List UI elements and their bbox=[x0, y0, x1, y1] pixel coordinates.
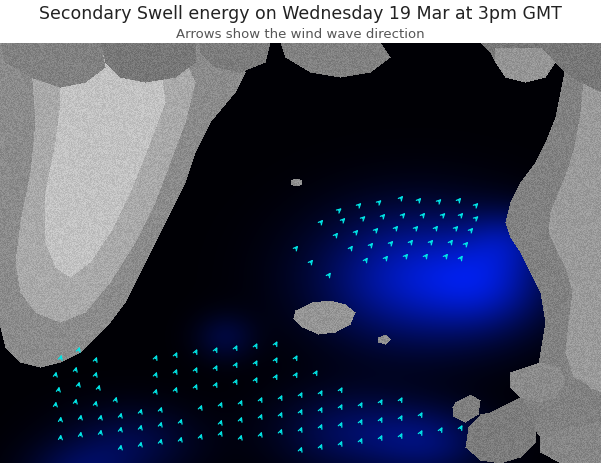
Text: Secondary Swell energy on Wednesday 19 Mar at 3pm GMT: Secondary Swell energy on Wednesday 19 M… bbox=[39, 5, 562, 23]
Text: Arrows show the wind wave direction: Arrows show the wind wave direction bbox=[176, 28, 425, 41]
